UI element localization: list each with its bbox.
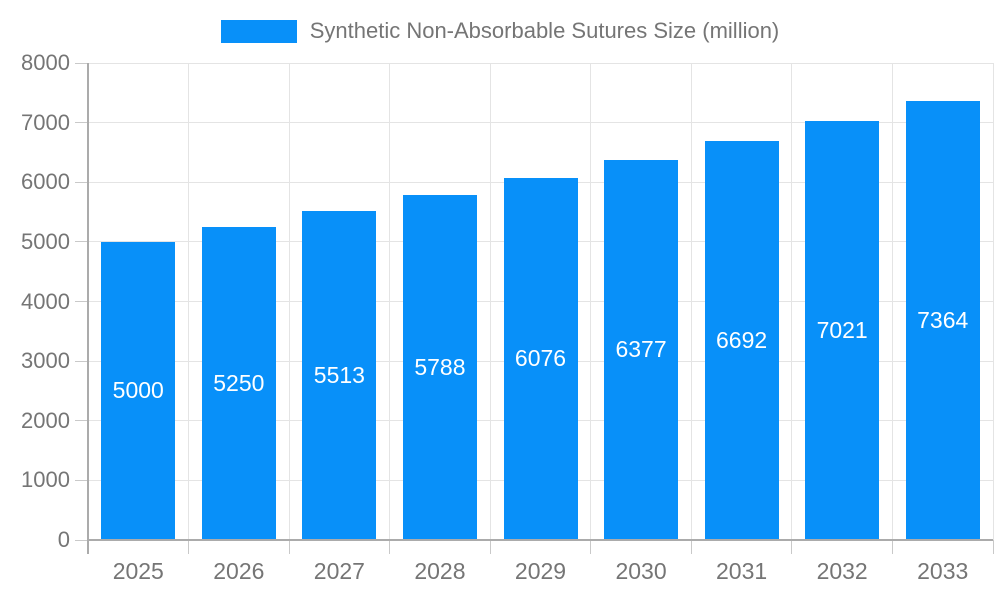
x-axis-label: 2031 (716, 558, 768, 584)
bar-value-label: 5000 (112, 377, 164, 404)
x-axis-label: 2032 (816, 558, 868, 584)
bar-2031[interactable]: 6692 (704, 140, 779, 540)
y-axis-tick (75, 360, 88, 362)
x-axis-tick (992, 540, 994, 554)
x-axis-tick (188, 540, 190, 554)
gridline-vertical (188, 63, 190, 540)
y-axis-label: 8000 (21, 50, 70, 75)
gridline-vertical (891, 63, 893, 540)
x-axis-label: 2033 (917, 558, 969, 584)
y-axis-tick (75, 122, 88, 124)
gridline-vertical (389, 63, 391, 540)
y-axis-label: 2000 (21, 407, 70, 433)
legend-swatch[interactable] (220, 19, 297, 43)
x-axis-tick (791, 540, 793, 554)
bar-2029[interactable]: 6076 (503, 177, 578, 540)
y-axis-label: 0 (57, 527, 70, 552)
y-axis-label: 6000 (21, 169, 70, 195)
x-axis-tick (389, 540, 391, 554)
x-axis-tick (690, 540, 692, 554)
bar-2033[interactable]: 7364 (905, 100, 980, 540)
x-axis-tick (590, 540, 592, 554)
bar-value-label: 7021 (816, 317, 868, 344)
bar-value-label: 5788 (414, 353, 466, 380)
y-axis-tick (75, 420, 88, 422)
x-axis-label: 2030 (615, 558, 667, 584)
legend-label: Synthetic Non-Absorbable Sutures Size (m… (309, 18, 780, 43)
y-axis-label: 4000 (21, 288, 70, 314)
bar-2026[interactable]: 5250 (201, 226, 276, 540)
bar-value-label: 5513 (313, 362, 365, 389)
y-axis-tick (75, 539, 88, 541)
bar-2025[interactable]: 5000 (101, 241, 176, 540)
bar-value-label: 5250 (213, 369, 265, 396)
y-axis-tick (75, 241, 88, 243)
bar-value-label: 6377 (615, 336, 667, 363)
x-axis-label: 2026 (213, 558, 265, 584)
x-axis-tick (489, 540, 491, 554)
y-axis-label: 3000 (21, 348, 70, 374)
y-axis-label: 1000 (21, 467, 70, 493)
y-axis-line (87, 63, 89, 554)
gridline-vertical (992, 63, 994, 540)
bar-value-label: 6692 (716, 326, 768, 353)
gridline-vertical (288, 63, 290, 540)
gridline-vertical (489, 63, 491, 540)
y-axis-label: 7000 (21, 109, 70, 135)
x-axis-tick (891, 540, 893, 554)
bar-2028[interactable]: 5788 (402, 194, 477, 540)
x-axis-line (88, 539, 993, 541)
x-axis-tick (288, 540, 290, 554)
gridline-vertical (590, 63, 592, 540)
x-axis-label: 2028 (414, 558, 466, 584)
y-axis-label: 5000 (21, 228, 70, 254)
bar-value-label: 7364 (917, 306, 969, 333)
x-axis-label: 2025 (112, 558, 164, 584)
x-axis-label: 2027 (313, 558, 365, 584)
bar-2027[interactable]: 5513 (302, 211, 377, 540)
y-axis-tick (75, 479, 88, 481)
legend[interactable]: Synthetic Non-Absorbable Sutures Size (m… (0, 14, 1000, 48)
y-axis-tick (75, 301, 88, 302)
bar-2030[interactable]: 6377 (604, 159, 679, 540)
y-axis-tick (75, 181, 88, 183)
bar-value-label: 6076 (514, 345, 567, 372)
gridline-vertical (791, 63, 793, 540)
x-axis-label: 2029 (514, 558, 567, 584)
gridline-vertical (690, 63, 692, 540)
bar-2032[interactable]: 7021 (805, 121, 880, 540)
y-axis-tick (75, 62, 88, 64)
gridline-horizontal (88, 62, 993, 64)
gridline-horizontal (88, 122, 993, 124)
